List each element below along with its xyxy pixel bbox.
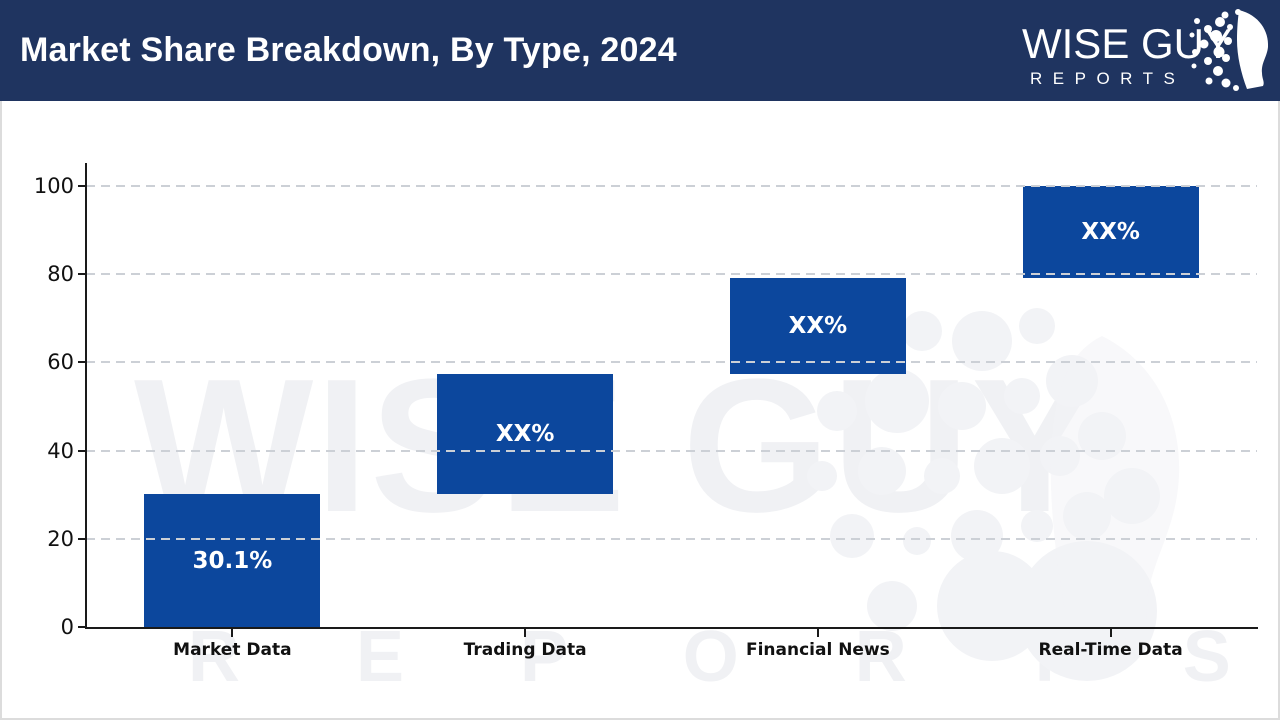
x-tick-mark [1109,629,1112,637]
watermark-face-dots-icon [807,308,1180,681]
bar: XX% [1022,186,1199,278]
logo-wordmark: WISE GUY [1022,20,1232,67]
header-banner: Market Share Breakdown, By Type, 2024 WI… [0,0,1280,101]
x-tick-mark [816,629,819,637]
y-tick-label: 20 [47,526,74,551]
y-tick-mark [78,185,85,187]
y-tick-mark [78,449,85,452]
y-tick-label: 0 [60,615,74,639]
gridline [86,449,1257,452]
wise-guy-reports-logo: WISE GUY REPORTS [1020,8,1272,98]
y-tick-label: 100 [33,174,74,198]
gridline [86,361,1257,364]
bar: XX% [729,277,906,374]
bar-value-label: XX% [495,421,555,448]
bar: 30.1% [144,494,321,627]
y-tick-label: 60 [47,350,74,375]
x-tick-mark [524,629,527,637]
x-tick-mark [231,629,234,637]
y-tick-label: 40 [47,438,74,463]
bar-value-label: XX% [788,312,848,339]
y-tick-mark [78,626,85,628]
x-tick-label: Financial News [745,640,890,660]
page-title: Market Share Breakdown, By Type, 2024 [20,31,677,69]
gridline [86,273,1257,276]
gridline [86,185,1257,187]
x-tick-label: Trading Data [463,640,587,660]
chart-body: WISE GUY R E P O R T S 0 20 40 60 80 100 30.1%… [0,101,1280,720]
x-axis-spine [85,627,1258,629]
y-tick-mark [78,361,85,364]
y-tick-label: 80 [47,262,74,287]
bar: XX% [437,373,614,495]
bar-value-label: XX% [1081,218,1140,245]
y-tick-mark [78,537,85,540]
logo-subtext: REPORTS [1030,69,1185,88]
y-tick-mark [78,273,85,276]
gridline [86,537,1257,540]
logo-face-dots-icon [1189,9,1269,91]
x-tick-label: Market Data [173,640,292,660]
y-axis-spine [85,163,87,629]
x-tick-label: Real-Time Data [1038,640,1183,660]
bar-value-label: 30.1% [192,547,273,574]
